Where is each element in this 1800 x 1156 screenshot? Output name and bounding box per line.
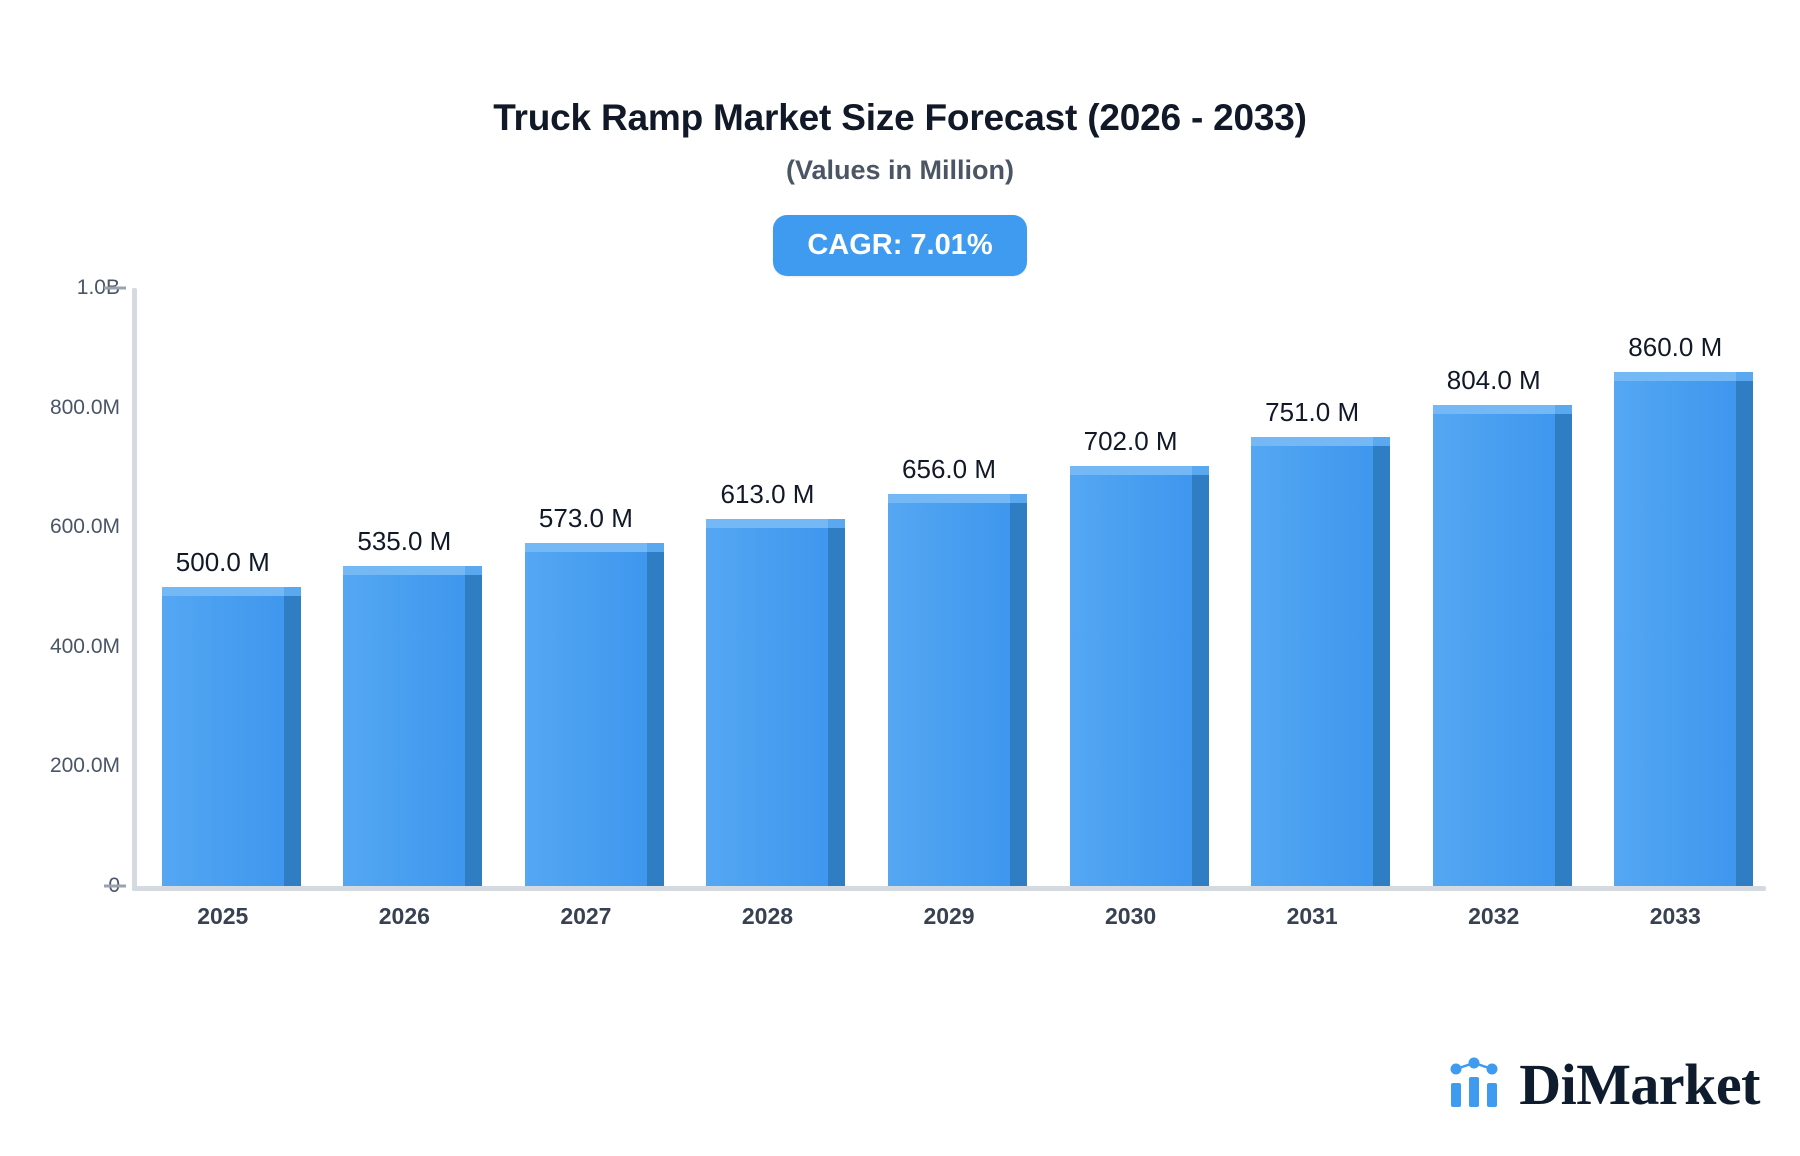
x-axis-tick-label: 2032 xyxy=(1468,903,1520,929)
bar-front-face xyxy=(706,519,829,886)
bar-top-bevel xyxy=(465,566,483,576)
bar-top-face xyxy=(524,543,647,553)
bar[interactable]: 613.0 M xyxy=(706,479,846,886)
y-axis-tick-label: 400.0M xyxy=(49,634,120,658)
bar-side-face xyxy=(1554,414,1572,886)
bar-slot[interactable]: 613.0 M xyxy=(677,288,859,886)
bar-side-face xyxy=(828,528,846,886)
bar-top-face xyxy=(1251,436,1374,446)
logo-wordmark: DiMarket xyxy=(1519,1052,1760,1117)
x-axis-tick-label: 2029 xyxy=(923,903,975,929)
x-axis-tick-label: 2030 xyxy=(1105,903,1157,929)
bar-slot[interactable]: 573.0 M xyxy=(495,288,677,886)
chart-subtitle: (Values in Million) xyxy=(785,155,1015,186)
bar-top-bevel xyxy=(283,587,301,596)
bar-slot[interactable]: 535.0 M xyxy=(314,288,496,886)
bar-value-label: 751.0 M xyxy=(1265,396,1360,427)
bar-value-label: 613.0 M xyxy=(720,479,815,510)
bar-slot[interactable]: 500.0 M xyxy=(132,288,314,886)
bar[interactable]: 702.0 M xyxy=(1069,426,1209,886)
bar-side-face xyxy=(283,596,301,886)
bar-top-face xyxy=(1432,405,1555,415)
bar-top-face xyxy=(888,493,1011,503)
bar-value-label: 804.0 M xyxy=(1446,365,1541,396)
x-axis-tick-label: 2025 xyxy=(197,903,249,929)
bar[interactable]: 500.0 M xyxy=(161,547,301,886)
y-axis-tick-label: 200.0M xyxy=(49,754,120,778)
bar-front-face xyxy=(1251,436,1374,886)
bar[interactable]: 804.0 M xyxy=(1432,365,1572,886)
x-axis-tick-label: 2027 xyxy=(560,903,612,929)
bar-top-bevel xyxy=(646,543,664,553)
bar-value-label: 860.0 M xyxy=(1628,331,1723,362)
bar[interactable]: 573.0 M xyxy=(524,503,664,886)
bar-side-face xyxy=(465,575,483,886)
bar-value-label: 656.0 M xyxy=(902,453,997,484)
bar-top-bevel xyxy=(828,519,846,529)
y-axis-tick-mark xyxy=(104,884,126,888)
bar-top-bevel xyxy=(1373,436,1391,446)
bar-front-face xyxy=(1614,371,1737,886)
bar-top-bevel xyxy=(1554,405,1572,415)
bar-side-face xyxy=(646,552,664,886)
bar-side-face xyxy=(1736,380,1754,886)
bar-value-label: 535.0 M xyxy=(357,526,452,557)
bar-value-label: 573.0 M xyxy=(538,503,633,534)
bar-series: 500.0 M 535.0 M 573.0 M 613.0 M 656.0 M 702.0… xyxy=(132,288,1766,886)
bar-side-face xyxy=(1010,502,1028,886)
bar-chart-dots-icon xyxy=(1449,1057,1505,1114)
x-axis-line xyxy=(132,886,1766,891)
bar-value-label: 500.0 M xyxy=(175,547,270,577)
bar-slot[interactable]: 804.0 M xyxy=(1403,288,1585,886)
bar-top-face xyxy=(1069,466,1192,476)
bar-top-face xyxy=(706,519,829,529)
y-axis-tick-label: 1.0B xyxy=(76,276,120,299)
bar-slot[interactable]: 656.0 M xyxy=(858,288,1040,886)
bar[interactable]: 656.0 M xyxy=(888,454,1028,886)
bar-front-face xyxy=(1432,405,1555,886)
bar-top-bevel xyxy=(1010,493,1028,503)
x-axis-tick-label: 2028 xyxy=(741,903,794,929)
chart-header: Truck Ramp Market Size Forecast (2026 - … xyxy=(0,0,1800,276)
bar[interactable]: 535.0 M xyxy=(343,526,483,886)
x-axis-labels: 2025 2026 2027 2028 2029 2030 2031 2032 2033 xyxy=(132,903,1766,930)
cagr-badge-container: CAGR: 7.01% xyxy=(0,214,1800,276)
y-axis-line xyxy=(132,288,137,891)
bar-top-face xyxy=(343,566,466,576)
bar-slot[interactable]: 860.0 M xyxy=(1585,288,1767,886)
bar-side-face xyxy=(1191,475,1209,886)
x-axis-tick-label: 2026 xyxy=(378,903,430,929)
bar-side-face xyxy=(1373,445,1391,886)
bar-front-face xyxy=(1069,466,1192,886)
bar-front-face xyxy=(161,587,284,886)
chart-title: Truck Ramp Market Size Forecast (2026 - … xyxy=(493,97,1307,138)
bar-top-bevel xyxy=(1191,466,1209,476)
bar-value-label: 702.0 M xyxy=(1083,426,1178,457)
x-axis-tick-label: 2031 xyxy=(1286,903,1338,929)
y-axis-ticks: 1.0B 800.0M 600.0M 400.0M 200.0M 0 xyxy=(0,0,126,1156)
y-axis-tick-label: 600.0M xyxy=(49,515,120,539)
bar-top-face xyxy=(161,587,284,596)
bar-slot[interactable]: 751.0 M xyxy=(1221,288,1403,886)
bar-slot[interactable]: 702.0 M xyxy=(1040,288,1222,886)
bar-top-face xyxy=(1614,371,1737,381)
bar-front-face xyxy=(888,493,1011,886)
bar[interactable]: 751.0 M xyxy=(1251,397,1391,886)
bar-front-face xyxy=(524,543,647,886)
y-axis-tick-label: 0 xyxy=(0,874,120,898)
y-axis-tick-mark xyxy=(104,286,126,290)
x-axis-tick-label: 2033 xyxy=(1649,903,1701,929)
cagr-badge: CAGR: 7.01% xyxy=(773,214,1027,276)
bar-front-face xyxy=(343,566,466,886)
bar[interactable]: 860.0 M xyxy=(1614,332,1754,886)
dimarket-logo: DiMarket xyxy=(1449,1056,1760,1114)
y-axis-tick-label: 800.0M xyxy=(49,395,120,419)
bar-top-bevel xyxy=(1736,371,1754,381)
